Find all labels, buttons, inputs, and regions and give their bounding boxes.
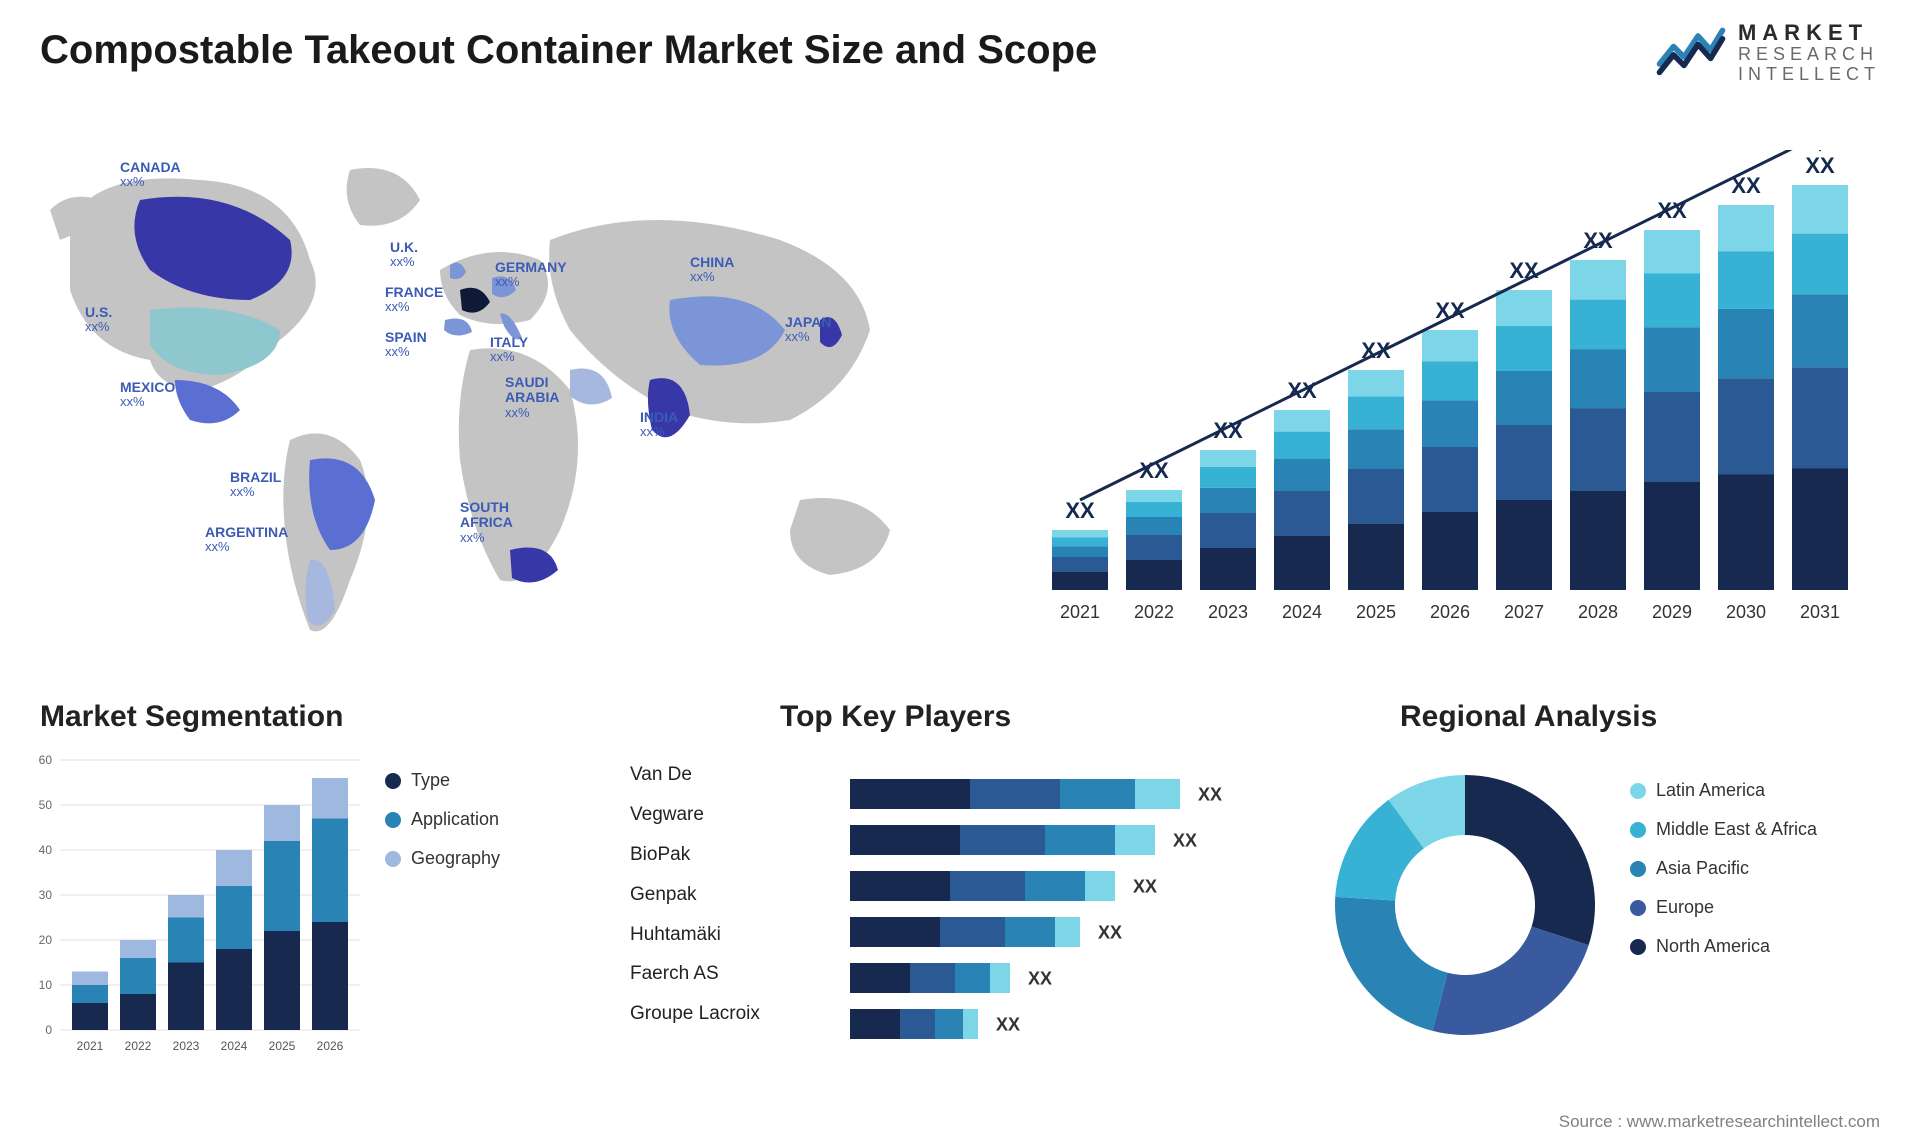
svg-text:30: 30 (39, 888, 53, 902)
svg-text:XX: XX (1435, 298, 1465, 323)
svg-text:2024: 2024 (221, 1039, 248, 1053)
svg-text:2021: 2021 (1060, 602, 1100, 622)
svg-text:XX: XX (1805, 153, 1835, 178)
legend-item: Europe (1630, 897, 1890, 918)
legend-item: North America (1630, 936, 1890, 957)
legend-item: Application (385, 809, 565, 830)
player-name: BioPak (630, 835, 800, 875)
regional-donut-chart (1320, 760, 1610, 1050)
svg-text:XX: XX (1065, 498, 1095, 523)
map-label-south-africa: SOUTHAFRICAxx% (460, 500, 513, 545)
svg-text:2024: 2024 (1282, 602, 1322, 622)
source-footer: Source : www.marketresearchintellect.com (1559, 1112, 1880, 1132)
world-map-panel: CANADAxx% U.S.xx% MEXICOxx% BRAZILxx% ARGENT… (30, 130, 950, 660)
logo-text-1: MARKET (1738, 21, 1880, 45)
map-label-argentina: ARGENTINAxx% (205, 525, 288, 555)
player-name: Faerch AS (630, 954, 800, 994)
forecast-bar-chart: XX2021XX2022XX2023XX2024XX2025XX2026XX20… (1020, 150, 1880, 630)
svg-text:0: 0 (45, 1023, 52, 1037)
svg-text:2027: 2027 (1504, 602, 1544, 622)
key-players-list: Van DeVegwareBioPakGenpakHuhtamäkiFaerch… (630, 755, 800, 1034)
map-label-saudi-arabia: SAUDIARABIAxx% (505, 375, 559, 420)
svg-text:2022: 2022 (1134, 602, 1174, 622)
map-label-u-s-: U.S.xx% (85, 305, 112, 335)
svg-text:2023: 2023 (173, 1039, 200, 1053)
svg-text:2026: 2026 (317, 1039, 344, 1053)
svg-text:XX: XX (1098, 923, 1122, 943)
player-name: Vegware (630, 795, 800, 835)
legend-item: Type (385, 770, 565, 791)
svg-text:2031: 2031 (1800, 602, 1840, 622)
svg-text:10: 10 (39, 978, 53, 992)
svg-text:2030: 2030 (1726, 602, 1766, 622)
svg-text:60: 60 (39, 753, 53, 767)
brand-logo: MARKET RESEARCH INTELLECT (1656, 20, 1880, 85)
svg-text:2025: 2025 (1356, 602, 1396, 622)
svg-text:XX: XX (1028, 969, 1052, 989)
map-label-mexico: MEXICOxx% (120, 380, 175, 410)
legend-item: Asia Pacific (1630, 858, 1890, 879)
logo-text-3: INTELLECT (1738, 65, 1880, 85)
logo-text-2: RESEARCH (1738, 45, 1880, 65)
svg-text:2023: 2023 (1208, 602, 1248, 622)
map-label-germany: GERMANYxx% (495, 260, 567, 290)
svg-text:XX: XX (1173, 831, 1197, 851)
map-label-italy: ITALYxx% (490, 335, 528, 365)
map-label-brazil: BRAZILxx% (230, 470, 281, 500)
legend-item: Geography (385, 848, 565, 869)
svg-text:2028: 2028 (1578, 602, 1618, 622)
keyplayers-heading: Top Key Players (780, 700, 1011, 734)
page-title: Compostable Takeout Container Market Siz… (40, 28, 1097, 73)
regional-legend: Latin America Middle East & Africa Asia Pa… (1630, 780, 1890, 975)
svg-text:XX: XX (1198, 785, 1222, 805)
svg-text:2021: 2021 (77, 1039, 104, 1053)
svg-text:2026: 2026 (1430, 602, 1470, 622)
map-label-spain: SPAINxx% (385, 330, 427, 360)
svg-text:2022: 2022 (125, 1039, 152, 1053)
map-label-u-k-: U.K.xx% (390, 240, 418, 270)
player-name: Huhtamäki (630, 915, 800, 955)
map-label-canada: CANADAxx% (120, 160, 181, 190)
svg-text:40: 40 (39, 843, 53, 857)
svg-text:2029: 2029 (1652, 602, 1692, 622)
segmentation-heading: Market Segmentation (40, 700, 343, 734)
svg-text:XX: XX (1133, 877, 1157, 897)
map-label-china: CHINAxx% (690, 255, 734, 285)
map-label-india: INDIAxx% (640, 410, 678, 440)
player-name: Groupe Lacroix (630, 994, 800, 1034)
svg-text:50: 50 (39, 798, 53, 812)
legend-item: Middle East & Africa (1630, 819, 1890, 840)
map-label-france: FRANCExx% (385, 285, 443, 315)
segmentation-chart: 0 10 20 30 40 50 60 2021 2022 2023 2024 2025 2026 (20, 750, 370, 1060)
svg-text:20: 20 (39, 933, 53, 947)
legend-item: Latin America (1630, 780, 1890, 801)
regional-heading: Regional Analysis (1400, 700, 1657, 734)
player-name: Genpak (630, 875, 800, 915)
map-label-japan: JAPANxx% (785, 315, 831, 345)
svg-text:2025: 2025 (269, 1039, 296, 1053)
player-name: Van De (630, 755, 800, 795)
svg-text:XX: XX (996, 1015, 1020, 1035)
key-players-chart: XX XX XX XX XX XX (850, 775, 1280, 1055)
segmentation-legend: Type Application Geography (385, 770, 565, 887)
logo-icon (1656, 20, 1726, 85)
